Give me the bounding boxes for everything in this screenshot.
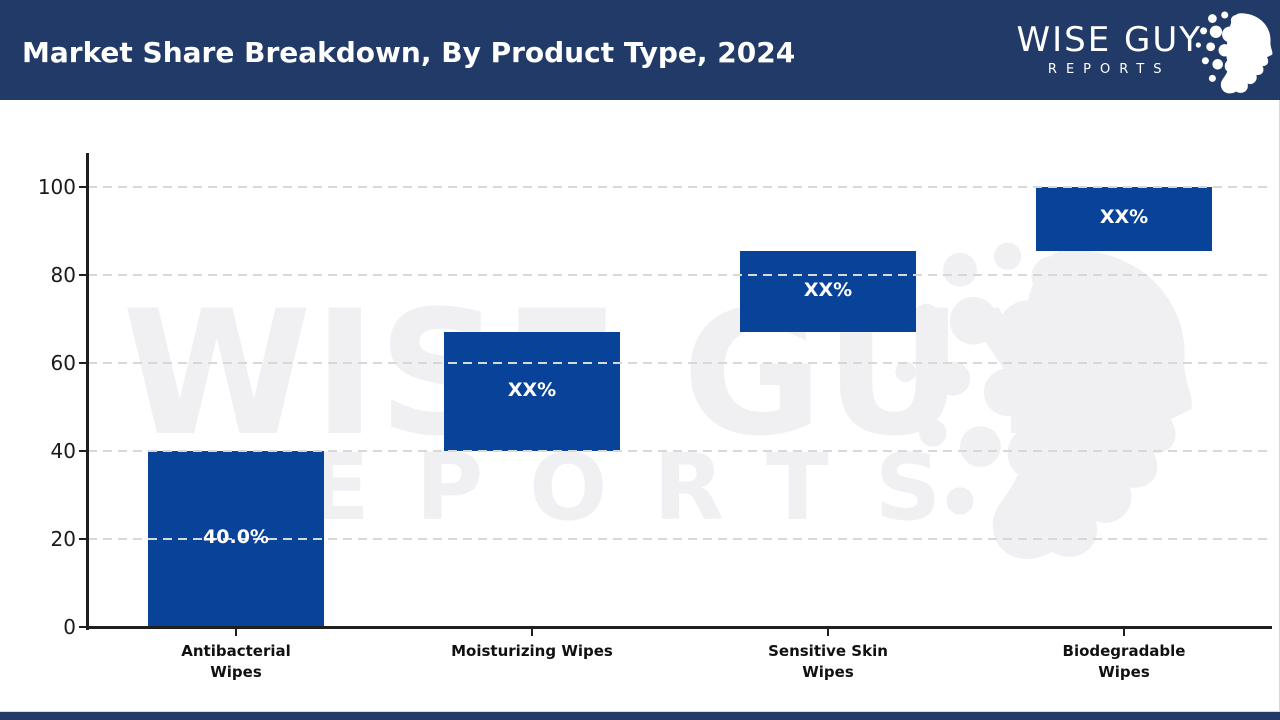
y-axis-line [86, 153, 89, 630]
category-label-line: Wipes [210, 663, 262, 681]
category-label: Moisturizing Wipes [402, 641, 662, 662]
logo-text: WISE GUY REPORTS [1016, 20, 1202, 77]
y-axis-tick-label: 80 [50, 263, 76, 287]
category-label-line: Moisturizing Wipes [451, 642, 613, 660]
gridline-40 [88, 450, 1272, 452]
bar-moisturizing-wipes [444, 332, 620, 451]
gridline-80 [88, 274, 1272, 276]
x-axis-tickmark [531, 627, 533, 636]
gridline-60 [88, 362, 1272, 364]
wise-guy-logo: WISE GUY REPORTS [1010, 4, 1273, 96]
gridline-100 [88, 186, 1272, 188]
y-axis-tickmark [79, 626, 88, 628]
category-label: Sensitive Skin Wipes [698, 641, 958, 683]
y-axis-tick-label: 0 [63, 615, 76, 639]
category-label: Biodegradable Wipes [994, 641, 1254, 683]
category-label-line: Antibacterial [181, 642, 291, 660]
bar-value-label: XX% [507, 378, 557, 401]
x-axis-tickmark [827, 627, 829, 636]
y-axis-tick-label: 100 [37, 175, 76, 199]
x-axis-tickmark [1123, 627, 1125, 636]
y-axis-tick-label: 40 [50, 439, 76, 463]
bar-value-label: XX% [1099, 205, 1149, 228]
category-label-line: Biodegradable [1062, 642, 1186, 660]
y-axis-tickmark [79, 362, 88, 364]
category-label-line: Sensitive Skin [768, 642, 888, 660]
logo-wordmark: WISE GUY [1016, 20, 1202, 60]
category-label: Antibacterial Wipes [106, 641, 366, 683]
y-axis-tickmark [79, 186, 88, 188]
logo-head-icon [1195, 11, 1273, 94]
chart-title: Market Share Breakdown, By Product Type,… [22, 36, 796, 69]
logo-subtitle: REPORTS [1047, 62, 1171, 77]
footer-hairline [0, 711, 1280, 712]
header-bar: Market Share Breakdown, By Product Type,… [0, 0, 1280, 100]
y-axis-tickmark [79, 538, 88, 540]
y-axis-tickmark [79, 274, 88, 276]
bar-value-label: XX% [803, 278, 853, 301]
x-axis-tickmark [235, 627, 237, 636]
gridline-20 [88, 538, 1272, 540]
category-label-line: Wipes [1098, 663, 1150, 681]
bar-biodegradable-wipes [1036, 187, 1212, 251]
y-axis-tick-label: 20 [50, 527, 76, 551]
y-axis-tick-label: 60 [50, 351, 76, 375]
category-label-line: Wipes [802, 663, 854, 681]
y-axis-tickmark [79, 450, 88, 452]
bar-sensitive-skin-wipes [740, 250, 916, 333]
x-axis-line [86, 626, 1272, 629]
bar-value-label: 40.0% [203, 526, 269, 548]
footer-bar [0, 712, 1280, 720]
